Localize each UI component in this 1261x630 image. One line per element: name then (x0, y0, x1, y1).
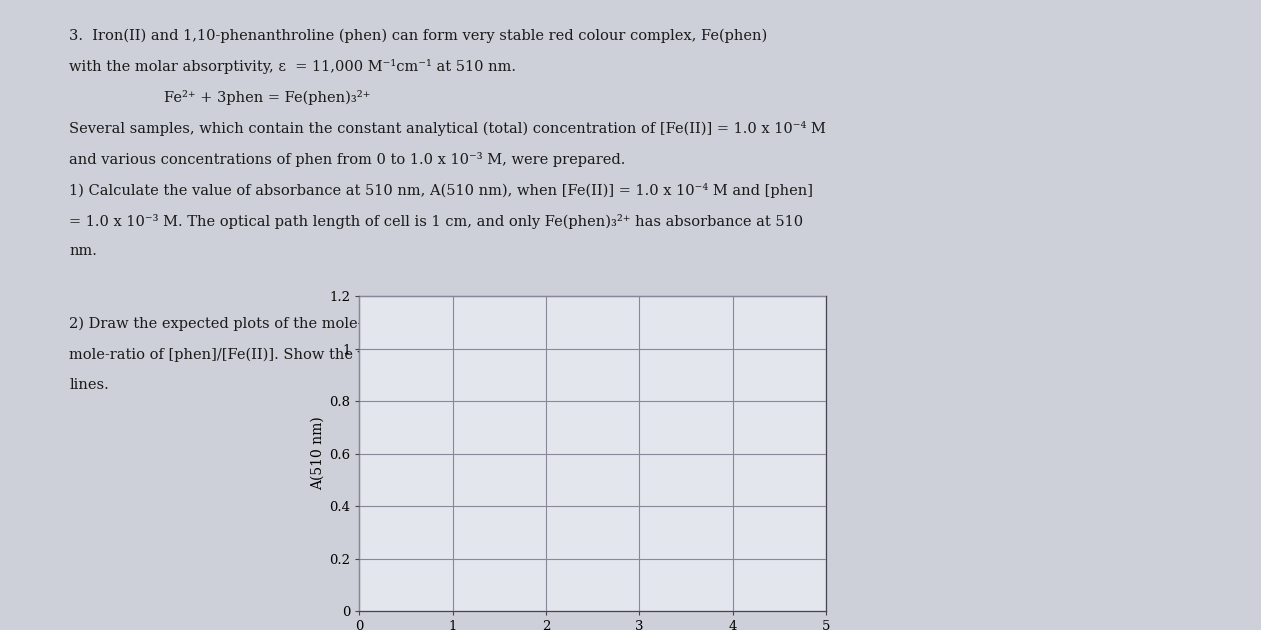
Text: and various concentrations of phen from 0 to 1.0 x 10⁻³ M, were prepared.: and various concentrations of phen from … (69, 152, 625, 167)
Text: lines.: lines. (69, 378, 110, 392)
Text: = 1.0 x 10⁻³ M. The optical path length of cell is 1 cm, and only Fe(phen)₃²⁺ ha: = 1.0 x 10⁻³ M. The optical path length … (69, 214, 803, 229)
Text: mole-ratio of [phen]/[Fe(II)]. Show the value of [phen]/[Fe(II)] at the intersec: mole-ratio of [phen]/[Fe(II)]. Show the … (69, 347, 802, 362)
Text: Several samples, which contain the constant analytical (total) concentration of : Several samples, which contain the const… (69, 121, 826, 136)
Text: 3.  Iron(II) and 1,10-phenanthroline (phen) can form very stable red colour comp: 3. Iron(II) and 1,10-phenanthroline (phe… (69, 28, 768, 43)
Text: Fe²⁺ + 3phen = Fe(phen)₃²⁺: Fe²⁺ + 3phen = Fe(phen)₃²⁺ (164, 90, 371, 105)
Y-axis label: A(510 nm): A(510 nm) (311, 416, 325, 491)
Text: with the molar absorptivity, ε  = 11,000 M⁻¹cm⁻¹ at 510 nm.: with the molar absorptivity, ε = 11,000 … (69, 59, 516, 74)
Text: 2) Draw the expected plots of the mole-ratio method in this system by plotting A: 2) Draw the expected plots of the mole-r… (69, 316, 821, 331)
Text: nm.: nm. (69, 244, 97, 258)
Text: 1) Calculate the value of absorbance at 510 nm, A(510 nm), when [Fe(II)] = 1.0 x: 1) Calculate the value of absorbance at … (69, 183, 813, 198)
